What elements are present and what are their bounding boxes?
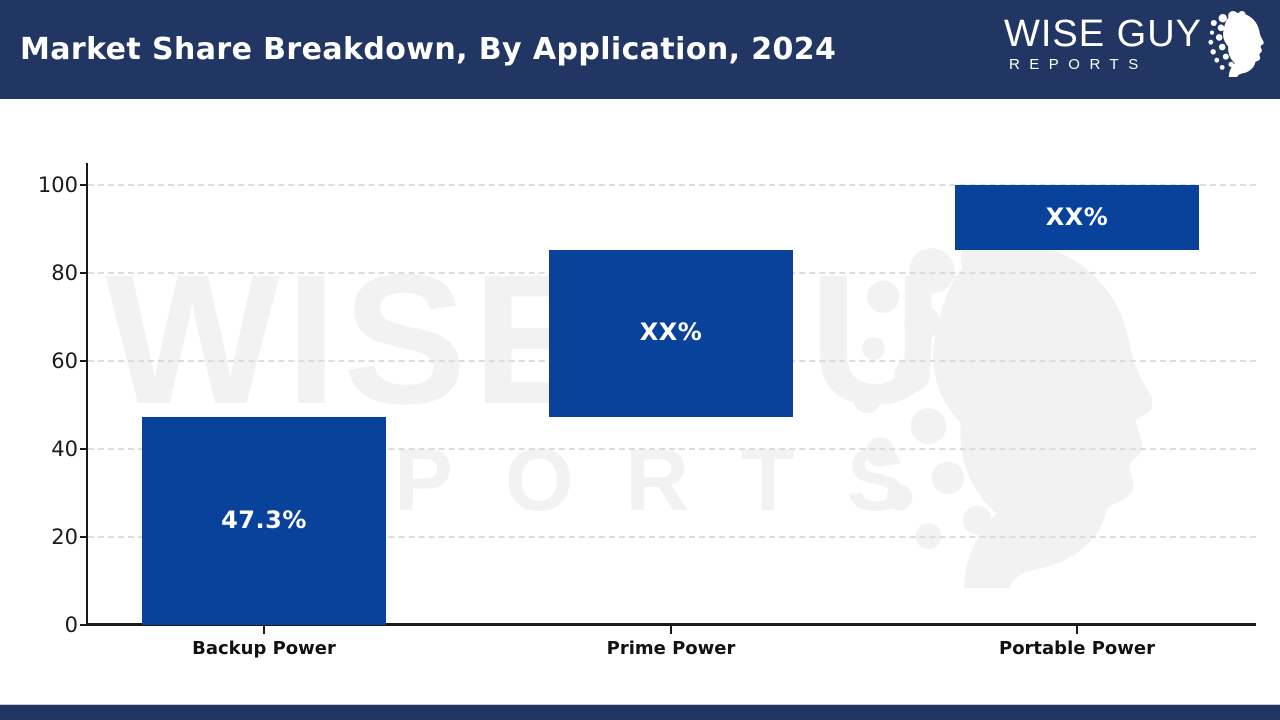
x-axis-line <box>86 623 1256 626</box>
bar-prime-power: XX% <box>549 250 793 417</box>
y-axis-tick-label: 100 <box>37 173 78 197</box>
bar-value-label: XX% <box>1045 202 1109 231</box>
y-axis-tick-label: 80 <box>51 261 78 285</box>
y-axis-tick-label: 20 <box>51 525 78 549</box>
gridline-20 <box>88 536 1256 538</box>
footer-bar <box>0 704 1280 720</box>
y-axis-tick-60 <box>80 360 88 362</box>
gridline-100 <box>88 184 1256 186</box>
x-category-label: Prime Power <box>606 638 736 659</box>
header-bar: Market Share Breakdown, By Application, … <box>0 0 1280 99</box>
y-axis-tick-0 <box>80 624 88 626</box>
y-axis-tick-40 <box>80 448 88 450</box>
bar-value-label: XX% <box>639 318 703 347</box>
y-axis-tick-label: 40 <box>51 437 78 461</box>
y-axis-tick-label: 0 <box>64 613 78 637</box>
bar-value-label: 47.3% <box>221 505 307 534</box>
y-axis-tick-label: 60 <box>51 349 78 373</box>
x-axis-tick-0 <box>263 626 265 634</box>
y-axis-tick-20 <box>80 536 88 538</box>
x-axis-tick-1 <box>670 626 672 634</box>
y-axis-line <box>86 163 88 626</box>
y-axis-tick-80 <box>80 272 88 274</box>
x-category-label: Backup Power <box>192 638 336 659</box>
gridline-40 <box>88 448 1256 450</box>
brand-logo-name: WISE GUY <box>1003 13 1202 56</box>
bar-portable-power: XX% <box>955 185 1199 251</box>
brand-logo-subtitle: REPORTS <box>1008 55 1148 73</box>
chart-title: Market Share Breakdown, By Application, … <box>20 32 837 67</box>
y-axis-tick-100 <box>80 184 88 186</box>
brand-logo: WISE GUY REPORTS <box>1004 8 1266 80</box>
x-axis-tick-2 <box>1076 626 1078 634</box>
x-category-label: Portable Power <box>999 638 1155 659</box>
bar-backup-power: 47.3% <box>142 416 386 625</box>
